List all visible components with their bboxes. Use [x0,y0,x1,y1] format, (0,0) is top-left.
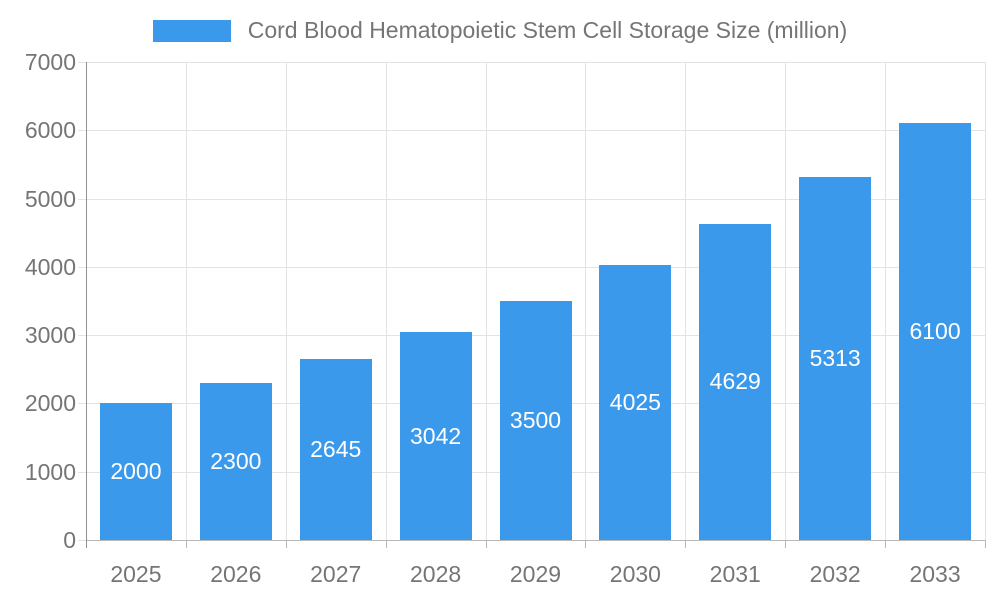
bar: 3042 [399,332,472,540]
grid-line-vertical [985,62,986,540]
x-axis-tick [985,540,986,548]
y-axis-tick-label: 1000 [24,458,76,485]
legend-label: Cord Blood Hematopoietic Stem Cell Stora… [247,17,848,43]
grid-line-horizontal [86,130,985,132]
x-axis-category-label: 2027 [310,561,362,587]
legend-swatch-icon [152,19,231,42]
plot-area: 2000 2300 2645 3042 3500 4025 4629 5313 6100 [78,62,986,548]
bar-value-label: 4025 [609,389,661,416]
x-axis-tick [285,540,287,548]
y-axis-tick [78,130,86,132]
grid-line-vertical [685,62,687,540]
y-axis-line [86,62,87,548]
bar-value-label: 2645 [310,436,362,463]
y-axis-tick-label: 3000 [24,322,76,349]
x-axis-category-label: 2026 [210,561,262,587]
bar: 4629 [699,223,772,540]
x-axis-line [86,540,985,541]
grid-line-vertical [585,62,587,540]
grid-line-vertical [385,62,387,540]
y-axis-tick-label: 4000 [24,253,76,280]
bar: 6100 [899,123,972,540]
bar-value-label: 5313 [809,345,861,372]
grid-line-vertical [185,62,187,540]
x-axis-tick [485,540,487,548]
legend[interactable]: Cord Blood Hematopoietic Stem Cell Stora… [0,17,1000,44]
x-axis-category-label: 2025 [110,561,162,587]
y-axis-tick-label: 5000 [24,185,76,212]
x-axis-category-label: 2028 [410,561,462,587]
x-axis-category-label: 2033 [909,561,961,587]
x-axis-category-label: 2032 [809,561,861,587]
x-axis-tick [185,540,187,548]
y-axis-tick [78,62,86,63]
bar-value-label: 6100 [909,318,961,345]
grid-line-vertical [885,62,887,540]
y-axis-tick [78,403,86,405]
y-axis-tick-label: 2000 [24,390,76,417]
y-axis-tick [78,335,86,337]
y-axis-tick [78,198,86,200]
x-axis-tick [385,540,387,548]
x-axis-category-label: 2029 [509,561,562,587]
bar-value-label: 2000 [110,458,162,485]
bar: 4025 [599,265,672,540]
bar-value-label: 3042 [410,422,462,449]
bar: 2300 [199,382,272,540]
grid-line-horizontal [86,266,985,268]
y-axis-tick [78,540,86,541]
y-axis-tick-label: 6000 [24,117,76,144]
y-axis-tick-label: 7000 [24,49,76,75]
x-axis-tick [785,540,787,548]
bar: 2645 [299,359,372,540]
bar-value-label: 4629 [709,368,761,395]
bar-value-label: 2300 [210,447,262,474]
x-axis-tick [585,540,587,548]
grid-line-vertical [485,62,487,540]
x-axis-tick [885,540,887,548]
x-axis-tick [685,540,687,548]
bar-value-label: 3500 [509,407,562,433]
grid-line-horizontal [86,62,985,63]
y-axis-tick-label: 0 [63,527,76,553]
bar: 3500 [499,301,572,540]
x-axis-category-label: 2031 [709,561,761,587]
bar: 5313 [799,177,872,540]
grid-line-vertical [785,62,787,540]
bar: 2000 [99,403,172,540]
y-axis-tick [78,266,86,268]
grid-line-horizontal [86,198,985,200]
y-axis-tick [78,471,86,473]
grid-line-vertical [285,62,287,540]
x-axis-category-label: 2030 [609,561,661,587]
